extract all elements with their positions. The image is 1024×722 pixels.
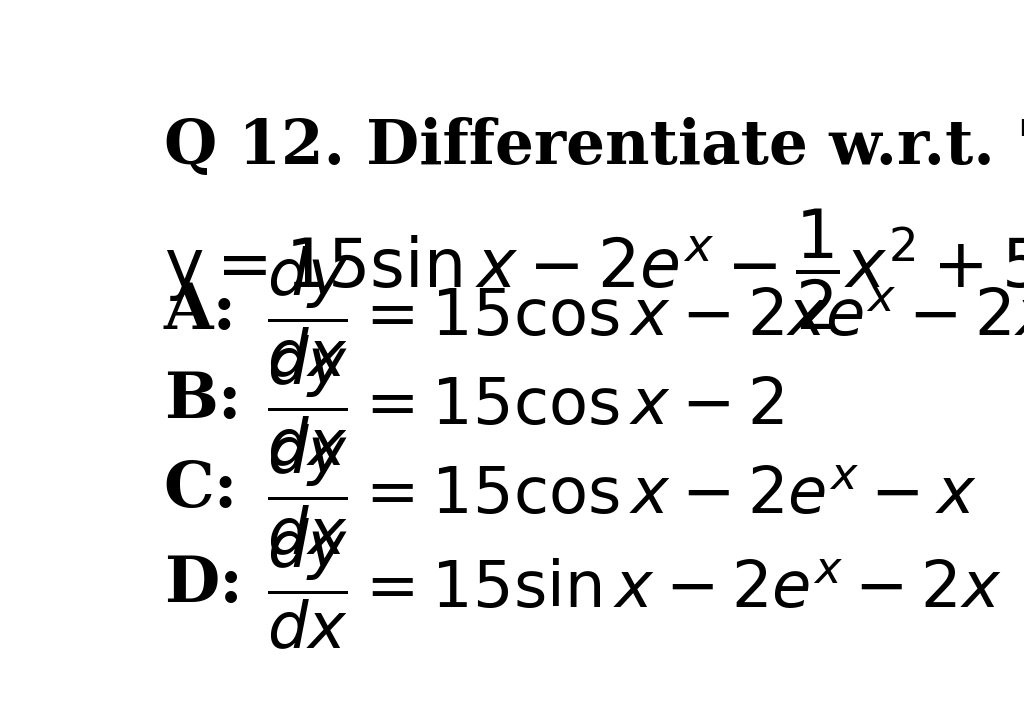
- Text: A:: A:: [164, 282, 237, 342]
- Text: D:: D:: [164, 554, 243, 614]
- Text: $\dfrac{dy}{dx} = 15\cos x - 2e^{x} - x$: $\dfrac{dy}{dx} = 15\cos x - 2e^{x} - x$: [267, 422, 977, 557]
- Text: C:: C:: [164, 459, 239, 520]
- Text: B:: B:: [164, 370, 242, 431]
- Text: $\mathrm{y} = 15\sin x - 2e^{x} - \dfrac{1}{2}x^2 + 5$: $\mathrm{y} = 15\sin x - 2e^{x} - \dfrac…: [164, 206, 1024, 332]
- Text: $\dfrac{dy}{dx} = 15\cos x - 2xe^{x} - 2x$: $\dfrac{dy}{dx} = 15\cos x - 2xe^{x} - 2…: [267, 244, 1024, 380]
- Text: Q 12. Differentiate w.r.t. ' x ' if: Q 12. Differentiate w.r.t. ' x ' if: [164, 117, 1024, 177]
- Text: $\dfrac{dy}{dx} = 15\sin x - 2e^{x} - 2x$: $\dfrac{dy}{dx} = 15\sin x - 2e^{x} - 2x…: [267, 516, 1001, 652]
- Text: $\dfrac{dy}{dx} = 15\cos x - 2$: $\dfrac{dy}{dx} = 15\cos x - 2$: [267, 333, 783, 469]
